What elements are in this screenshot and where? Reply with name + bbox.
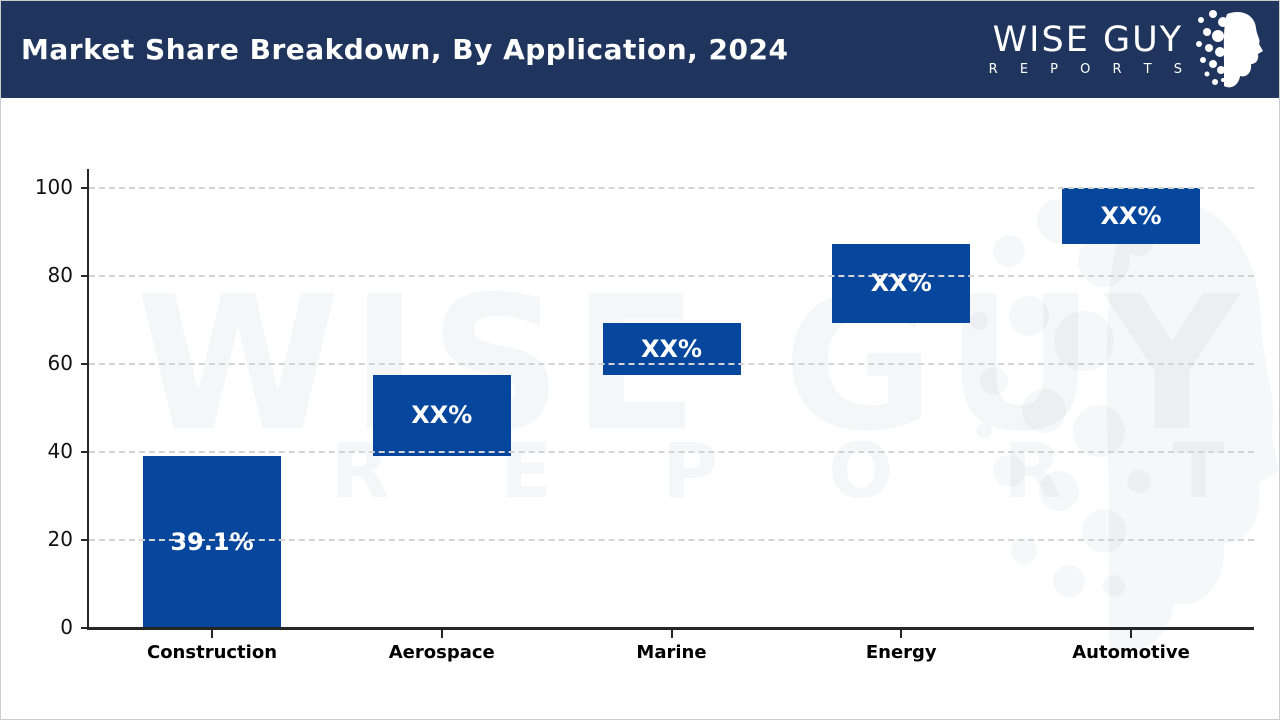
y-tick <box>81 627 89 629</box>
brand-logo: WISE GUY R E P O R T S <box>985 6 1265 94</box>
y-tick-label: 20 <box>47 527 73 551</box>
y-tick <box>81 363 89 365</box>
x-tick-label: Automotive <box>1072 642 1190 663</box>
bar-automotive <box>1062 188 1200 244</box>
x-tick <box>670 630 673 638</box>
y-tick-label: 80 <box>47 263 73 287</box>
x-tick <box>1130 630 1132 638</box>
x-tick-label: Aerospace <box>388 642 495 663</box>
bar-marine <box>602 323 741 375</box>
gridline-20 <box>89 539 1254 541</box>
x-tick <box>900 630 903 638</box>
bar-value-label: XX% <box>870 269 932 298</box>
bar-value-label: XX% <box>1100 201 1162 230</box>
bar-value-label: XX% <box>411 401 473 430</box>
y-tick <box>81 275 89 277</box>
x-tick-label: Marine <box>636 642 707 663</box>
chart-title: Market Share Breakdown, By Application, … <box>21 33 789 66</box>
y-tick <box>81 187 89 189</box>
bar-value-label: XX% <box>640 335 703 364</box>
x-tick-label: Construction <box>146 642 278 663</box>
bar-value-label: 39.1% <box>170 527 254 556</box>
wise-guy-head-icon <box>1196 9 1263 87</box>
watermark-head-icon <box>970 197 1279 651</box>
bar-construction <box>143 455 281 628</box>
gridline-40 <box>89 451 1254 453</box>
brand-logo-text: WISE GUY R E P O R T S <box>985 20 1191 77</box>
x-tick-label: Energy <box>865 642 937 663</box>
y-axis <box>87 169 89 630</box>
bar-aerospace <box>372 375 511 456</box>
gridline-60 <box>89 363 1254 365</box>
header: Market Share Breakdown, By Application, … <box>1 1 1279 98</box>
bar-energy <box>832 243 971 324</box>
x-axis <box>87 627 1254 630</box>
brand-name: WISE GUY <box>992 20 1184 60</box>
y-tick-label: 40 <box>47 439 73 463</box>
gridline-100 <box>89 187 1254 189</box>
x-tick <box>440 630 443 638</box>
gridline-80 <box>89 275 1254 277</box>
y-tick-label: 100 <box>34 175 73 199</box>
y-tick <box>81 539 89 541</box>
y-tick-label: 0 <box>60 615 73 639</box>
x-tick <box>211 630 213 638</box>
brand-subname: R E P O R T S <box>988 62 1191 77</box>
y-tick-label: 60 <box>47 351 73 375</box>
y-tick <box>81 451 89 453</box>
